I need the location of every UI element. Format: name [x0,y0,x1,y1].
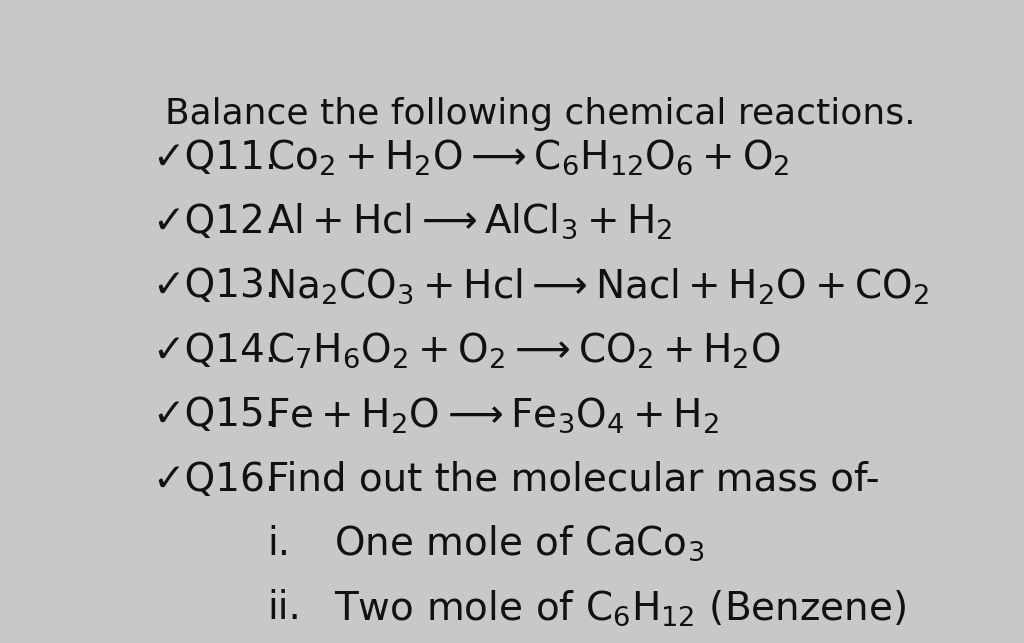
Text: $\mathregular{Two\ mole\ of\ C_6H_{12}\ (Benzene)}$: $\mathregular{Two\ mole\ of\ C_6H_{12}\ … [334,588,906,628]
Text: i.: i. [267,525,290,563]
Text: Balance the following chemical reactions.: Balance the following chemical reactions… [165,97,916,131]
Text: ✓Q14.: ✓Q14. [152,332,276,370]
Text: Find out the molecular mass of-: Find out the molecular mass of- [267,460,880,498]
Text: $\mathregular{Co_2+H_2O}$$\mathregular{\longrightarrow}$$\mathregular{C_6H_{12}O: $\mathregular{Co_2+H_2O}$$\mathregular{\… [267,138,790,177]
Text: ✓Q16.: ✓Q16. [152,460,278,498]
Text: ✓Q12.: ✓Q12. [152,203,276,241]
Text: ii.: ii. [267,589,301,628]
Text: ✓Q15.: ✓Q15. [152,396,276,434]
Text: ✓Q11.: ✓Q11. [152,139,278,177]
Text: $\mathregular{Na_2CO_3+Hcl}$$\mathregular{\longrightarrow}$$\mathregular{Nacl+H_: $\mathregular{Na_2CO_3+Hcl}$$\mathregula… [267,266,929,306]
Text: ✓Q13.: ✓Q13. [152,267,276,305]
Text: $\mathregular{One\ mole\ of\ CaCo_3}$: $\mathregular{One\ mole\ of\ CaCo_3}$ [334,523,705,563]
Text: $\mathregular{Fe+H_2O}$$\mathregular{\longrightarrow}$$\mathregular{Fe_3O_4+H_2}: $\mathregular{Fe+H_2O}$$\mathregular{\lo… [267,395,719,435]
Text: $\mathregular{Al+Hcl}$$\mathregular{\longrightarrow}$$\mathregular{AlCl_3+H_2}$: $\mathregular{Al+Hcl}$$\mathregular{\lon… [267,202,673,241]
Text: $\mathregular{C_7H_6O_2+O_2}$$\mathregular{\longrightarrow}$$\mathregular{CO_2+H: $\mathregular{C_7H_6O_2+O_2}$$\mathregul… [267,331,780,370]
